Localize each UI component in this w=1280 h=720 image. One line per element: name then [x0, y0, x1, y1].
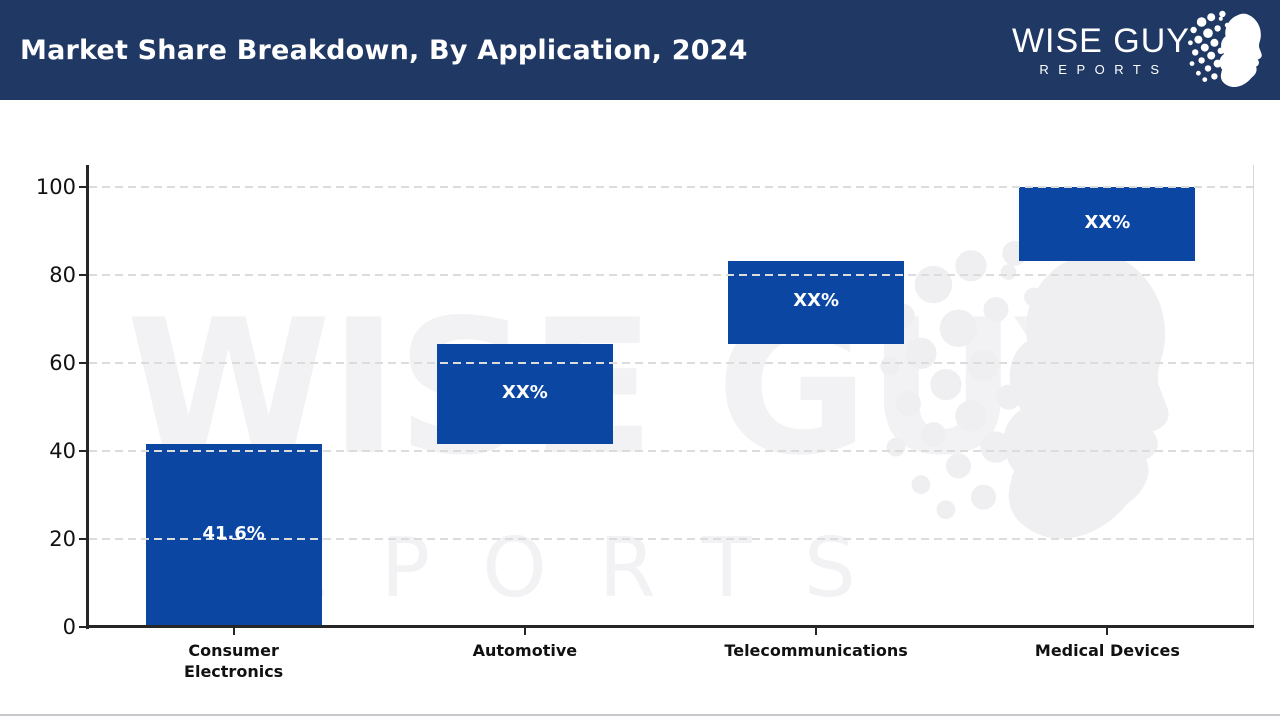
wiseguy-logo-text: WISE GUY REPORTS [1012, 23, 1190, 77]
y-axis-tick-label: 60 [49, 351, 76, 375]
y-gridline [89, 450, 1253, 452]
x-axis-tick [232, 628, 235, 635]
x-axis-tick [815, 628, 818, 635]
y-axis-tick-label: 20 [49, 527, 76, 551]
x-axis-category-label: Medical Devices [1034, 641, 1180, 660]
y-axis-tick-label: 100 [35, 175, 76, 199]
bar-medical-devices [1019, 187, 1196, 261]
wiseguy-logo: WISE GUY REPORTS [1012, 6, 1264, 94]
wiseguy-logo-subtitle: REPORTS [1039, 62, 1169, 77]
y-axis-tick-label: 80 [49, 263, 76, 287]
bar-consumer-electronics [145, 443, 322, 627]
x-axis-tick [523, 628, 526, 635]
bar-value-label: XX% [501, 381, 548, 403]
page-title: Market Share Breakdown, By Application, … [20, 34, 748, 66]
y-gridline [89, 186, 1253, 188]
x-axis-category-label: Consumer Electronics [184, 641, 284, 681]
y-axis-tick-label: 40 [49, 439, 76, 463]
x-axis-category-label: Telecommunications [724, 641, 908, 660]
wiseguy-logo-wordmark: WISE GUY [1011, 22, 1190, 60]
bar-value-label: XX% [793, 290, 840, 312]
y-axis-tick [79, 538, 88, 540]
y-axis-tick [79, 450, 88, 452]
y-axis-tick [79, 274, 88, 276]
x-axis-tick [1106, 628, 1109, 635]
header-band: Market Share Breakdown, By Application, … [0, 0, 1280, 100]
plot-right-border [1253, 165, 1254, 627]
x-axis-category-label: Automotive [472, 641, 578, 660]
y-axis-line [86, 165, 89, 629]
wiseguy-face-logo-icon [1188, 10, 1262, 88]
bar-value-label: XX% [1084, 211, 1131, 233]
y-axis-tick [79, 362, 88, 364]
y-gridline [89, 274, 1253, 276]
y-axis-tick [79, 626, 88, 628]
y-axis-tick [79, 186, 88, 188]
y-gridline [89, 362, 1253, 364]
footer-strip [0, 716, 1280, 720]
y-axis-tick-label: 0 [62, 615, 76, 639]
y-gridline [89, 538, 1253, 540]
footer-divider [0, 714, 1280, 716]
bar-automotive [436, 343, 613, 444]
x-axis-line [88, 625, 1254, 628]
bar-value-label: 41.6% [202, 523, 265, 545]
